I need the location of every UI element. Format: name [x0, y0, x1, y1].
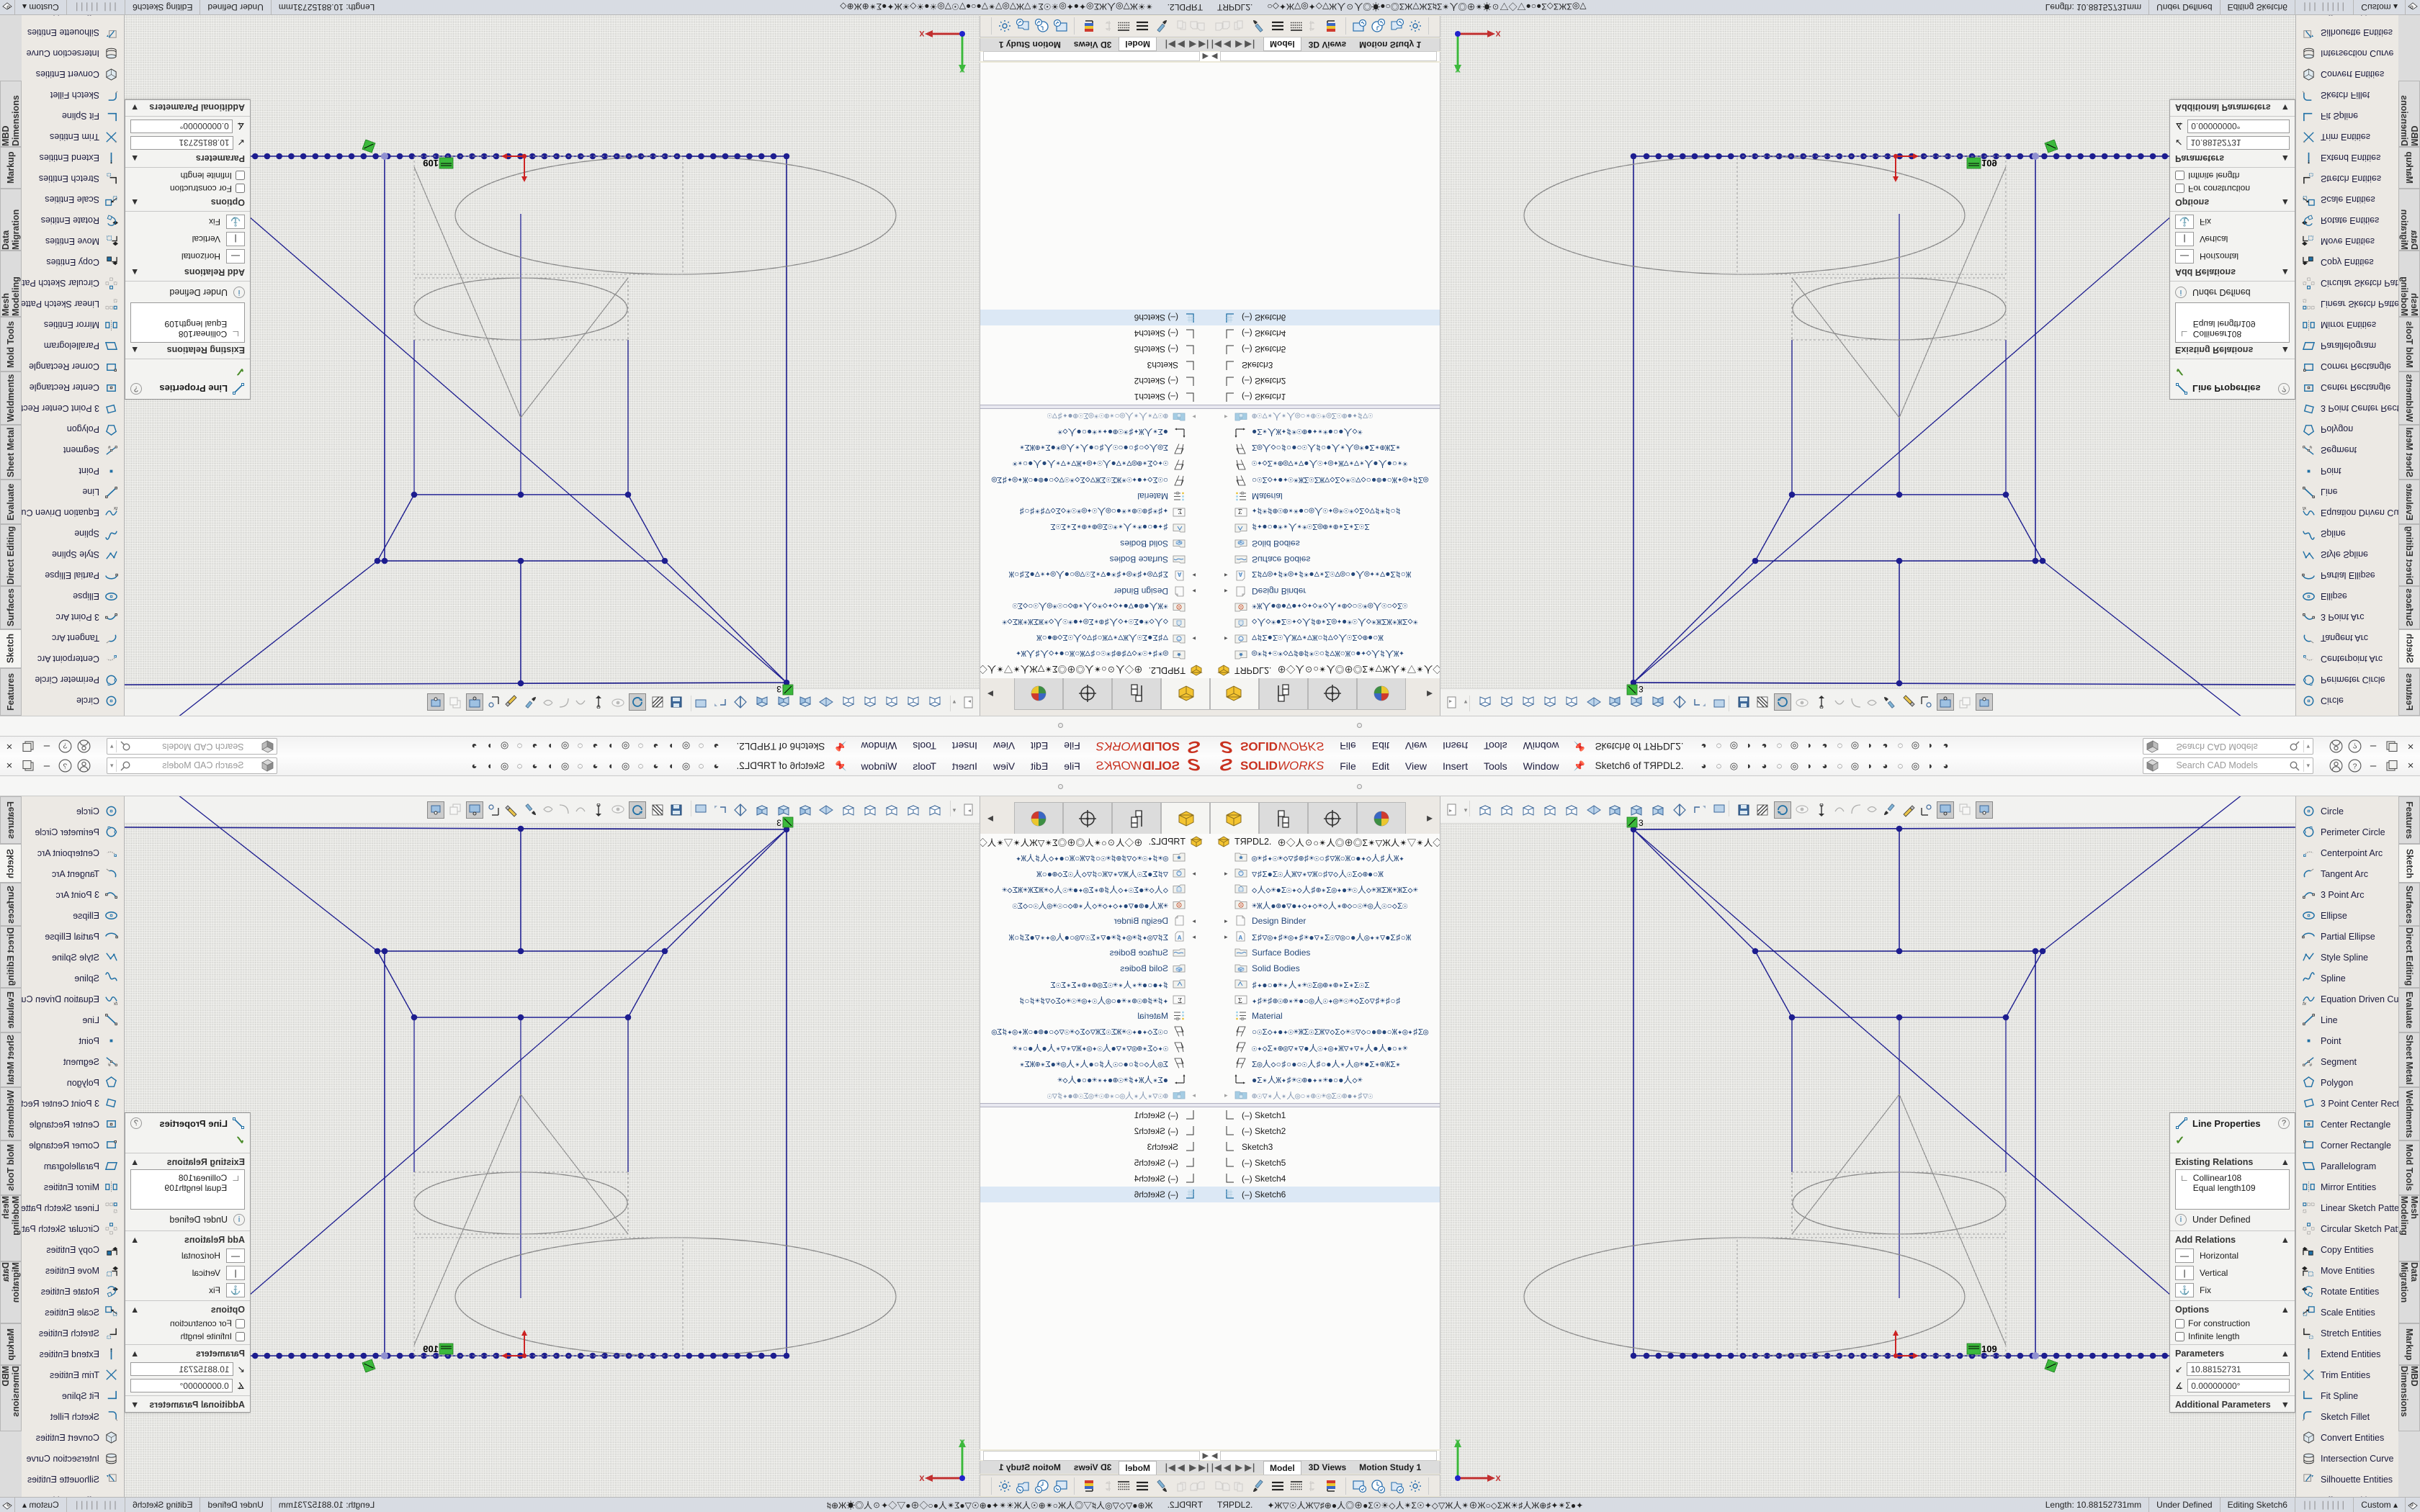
svg-text:A: A — [1239, 935, 1243, 941]
svg-text:3: 3 — [776, 684, 781, 694]
svg-text:#: # — [108, 1063, 111, 1068]
svg-text:Σ: Σ — [1238, 507, 1242, 515]
svg-text:3: 3 — [1639, 818, 1644, 828]
svg-text:Σ: Σ — [1178, 997, 1182, 1005]
svg-text:Σ: Σ — [1238, 997, 1242, 1005]
svg-text:fx: fx — [2303, 1002, 2307, 1006]
svg-text:Σ: Σ — [1178, 507, 1182, 515]
svg-text:A: A — [1239, 571, 1243, 577]
svg-text:Y: Y — [959, 1439, 965, 1447]
svg-text:109: 109 — [1981, 1344, 1997, 1354]
svg-text:?: ? — [63, 742, 68, 750]
svg-text:?: ? — [63, 762, 68, 771]
svg-text:fx: fx — [113, 1002, 117, 1006]
svg-text:#: # — [2309, 444, 2312, 449]
svg-text:X: X — [919, 1475, 925, 1483]
svg-text:#: # — [2309, 1063, 2312, 1068]
svg-text:109: 109 — [423, 1344, 439, 1354]
svg-text:Y: Y — [1455, 1439, 1461, 1447]
svg-text:?: ? — [2352, 762, 2357, 771]
svg-text:A: A — [1178, 571, 1182, 577]
svg-text:fx: fx — [2303, 506, 2307, 510]
svg-text:X: X — [1495, 1475, 1501, 1483]
svg-text:X: X — [1495, 29, 1501, 37]
svg-text:109: 109 — [423, 158, 439, 168]
svg-text:Y: Y — [1455, 65, 1461, 73]
svg-text:X: X — [919, 29, 925, 37]
svg-text:?: ? — [2352, 742, 2357, 750]
svg-text:109: 109 — [1981, 158, 1997, 168]
svg-text:fx: fx — [113, 506, 117, 510]
svg-text:Y: Y — [959, 65, 965, 73]
svg-text:A: A — [1178, 935, 1182, 941]
svg-text:3: 3 — [1639, 684, 1644, 694]
svg-text:#: # — [108, 444, 111, 449]
svg-text:3: 3 — [776, 818, 781, 828]
